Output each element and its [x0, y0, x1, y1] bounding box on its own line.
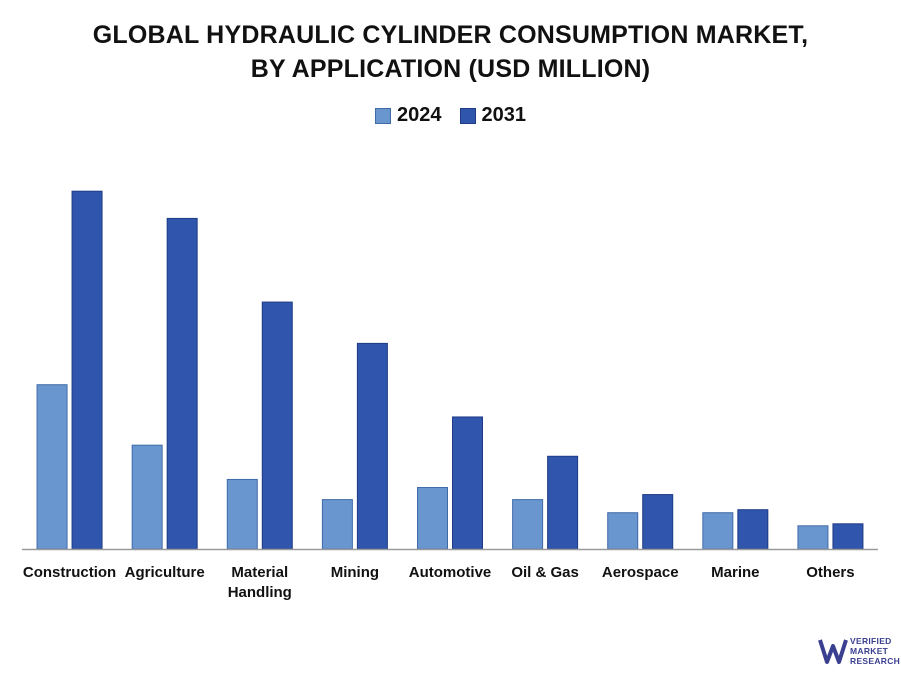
bar-2031-aerospace — [642, 494, 674, 550]
chart-title-line1: GLOBAL HYDRAULIC CYLINDER CONSUMPTION MA… — [92, 21, 809, 49]
bar-2024-automotive — [417, 487, 448, 550]
x-tick-label: Marine — [711, 564, 759, 581]
x-tick-label: Oil & Gas — [511, 564, 579, 581]
vmr-logo-text: VERIFIED MARKET RESEARCH — [850, 636, 900, 666]
vmr-logo: VERIFIED MARKET RESEARCH — [818, 634, 900, 670]
chart-title-line2: BY APPLICATION (USD MILLION) — [250, 55, 651, 83]
vmr-logo-line1: VERIFIED — [850, 636, 892, 646]
bar-2031-oil-gas — [547, 455, 579, 550]
x-tick-label: Aerospace — [602, 564, 679, 581]
legend-swatch-2031 — [459, 107, 476, 124]
bar-2031-material-handling — [261, 301, 293, 550]
bar-2024-others — [797, 525, 829, 550]
chart-title: GLOBAL HYDRAULIC CYLINDER CONSUMPTION MA… — [0, 18, 901, 86]
x-tick-label: Automotive — [409, 564, 492, 581]
bar-2024-oil-gas — [512, 499, 544, 550]
vmr-logo-line3: RESEARCH — [850, 656, 901, 666]
bar-2024-material-handling — [226, 478, 258, 550]
legend-swatch-2024 — [375, 107, 391, 124]
x-tick-label: Material Handling — [228, 564, 292, 601]
bar-2024-mining — [321, 499, 353, 550]
bar-2024-agriculture — [131, 444, 163, 550]
x-tick-label: Mining — [331, 564, 379, 581]
vmr-logo-icon — [818, 639, 848, 664]
legend-item-2024: 2024 — [375, 104, 442, 127]
bar-2031-construction — [71, 190, 103, 550]
bar-2024-construction — [36, 384, 68, 550]
bar-2024-marine — [702, 512, 734, 550]
x-tick-label: Others — [806, 564, 854, 581]
bar-2031-mining — [356, 342, 388, 550]
legend-item-2031: 2031 — [459, 104, 527, 127]
legend-label-2031: 2031 — [481, 104, 527, 126]
bar-2031-others — [832, 523, 864, 550]
x-tick-label: Construction — [23, 564, 116, 581]
bar-2031-marine — [737, 509, 769, 550]
chart-legend: 2024 2031 — [0, 104, 901, 127]
vmr-logo-line2: MARKET — [850, 646, 889, 656]
x-tick-label: Agriculture — [125, 564, 205, 581]
bar-2031-agriculture — [166, 217, 198, 550]
bar-2031-automotive — [452, 416, 483, 550]
legend-label-2024: 2024 — [397, 104, 442, 126]
bar-2024-aerospace — [607, 512, 639, 550]
